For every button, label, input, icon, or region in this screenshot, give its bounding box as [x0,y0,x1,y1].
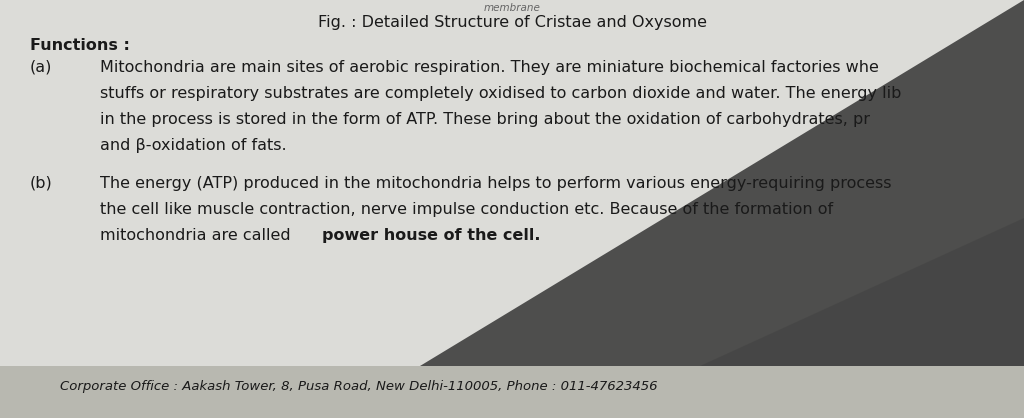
Text: in the process is stored in the form of ATP. These bring about the oxidation of : in the process is stored in the form of … [100,112,870,127]
Text: Functions :: Functions : [30,38,130,53]
Text: the cell like muscle contraction, nerve impulse conduction etc. Because of the f: the cell like muscle contraction, nerve … [100,202,834,217]
FancyBboxPatch shape [0,366,1024,418]
Text: Fig. : Detailed Structure of Cristae and Oxysome: Fig. : Detailed Structure of Cristae and… [317,15,707,30]
Text: (b): (b) [30,176,53,191]
Text: and β-oxidation of fats.: and β-oxidation of fats. [100,138,287,153]
Text: power house of the cell.: power house of the cell. [322,228,541,243]
Text: mitochondria are called: mitochondria are called [100,228,296,243]
Text: The energy (ATP) produced in the mitochondria helps to perform various energy-re: The energy (ATP) produced in the mitocho… [100,176,892,191]
Polygon shape [420,218,1024,366]
Text: Mitochondria are main sites of aerobic respiration. They are miniature biochemic: Mitochondria are main sites of aerobic r… [100,60,879,75]
Text: stuffs or respiratory substrates are completely oxidised to carbon dioxide and w: stuffs or respiratory substrates are com… [100,86,901,101]
Text: Corporate Office : Aakash Tower, 8, Pusa Road, New Delhi-110005, Phone : 011-476: Corporate Office : Aakash Tower, 8, Pusa… [60,380,657,393]
Text: (a): (a) [30,60,52,75]
Text: membrane: membrane [483,3,541,13]
Polygon shape [420,0,1024,366]
